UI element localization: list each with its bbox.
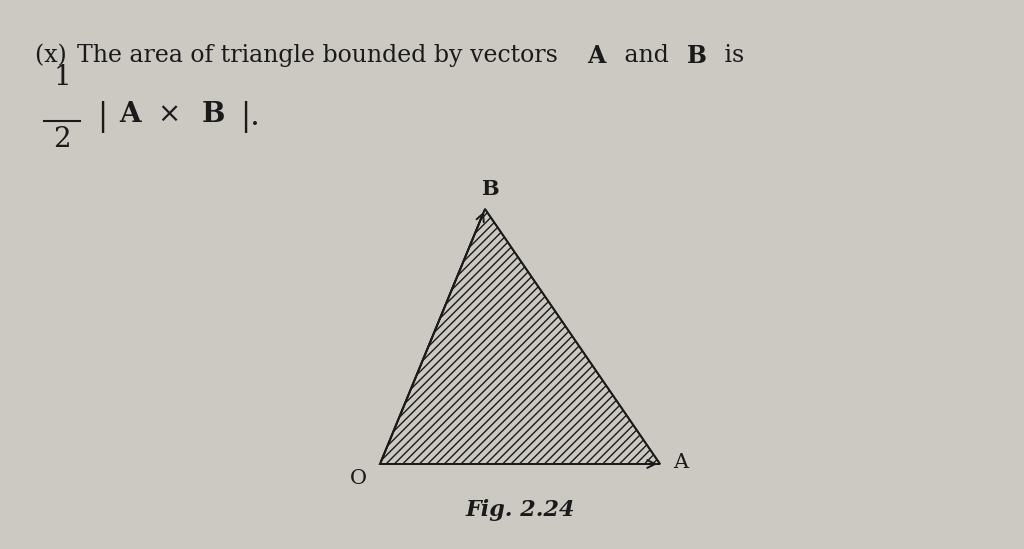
Text: |: | [97, 101, 108, 133]
Text: A: A [673, 452, 688, 472]
Text: B: B [687, 44, 707, 68]
Text: and: and [617, 44, 677, 67]
Text: B: B [202, 101, 225, 128]
Text: |.: |. [240, 101, 260, 133]
Polygon shape [380, 209, 660, 464]
Text: O: O [350, 469, 367, 488]
Text: The area of triangle bounded by vectors: The area of triangle bounded by vectors [77, 44, 565, 67]
Text: 1: 1 [53, 64, 71, 91]
Text: A: A [587, 44, 605, 68]
Text: is: is [717, 44, 744, 67]
Text: (x): (x) [35, 44, 75, 67]
Text: Fig. 2.24: Fig. 2.24 [465, 499, 574, 521]
Text: ×: × [157, 101, 180, 128]
Text: A: A [119, 101, 140, 128]
Text: 2: 2 [53, 126, 71, 153]
Text: B: B [481, 179, 499, 199]
